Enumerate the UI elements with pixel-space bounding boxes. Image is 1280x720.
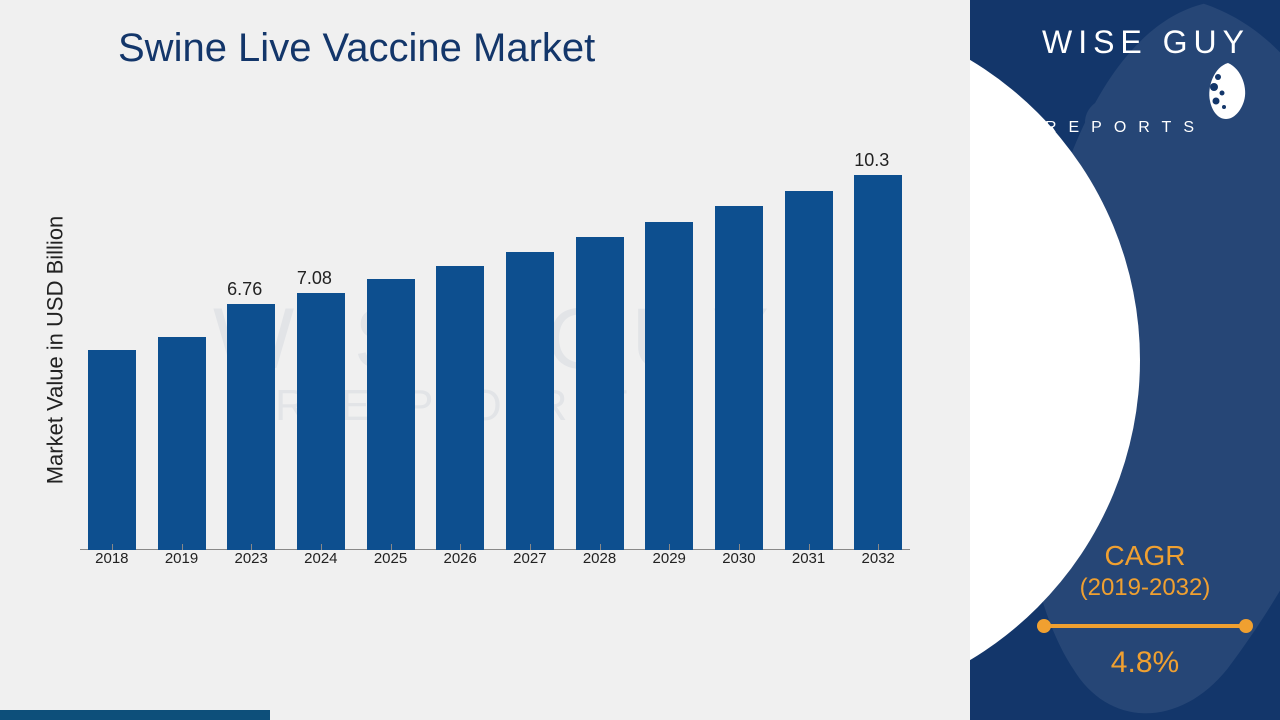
- infographic-canvas: WISE GUY REPORTS CAGR (2019-2032) 4.8% S…: [0, 0, 1280, 720]
- x-tick: 2024: [295, 550, 347, 580]
- bar: [785, 191, 833, 550]
- bar-wrap: 10.3: [852, 150, 904, 550]
- y-axis-label: Market Value in USD Billion: [40, 150, 70, 550]
- bar-wrap: [156, 150, 208, 550]
- x-tick: 2023: [225, 550, 277, 580]
- chart-title: Swine Live Vaccine Market: [118, 26, 595, 71]
- brand-name: WISE GUY: [1042, 24, 1250, 61]
- x-tick: 2030: [713, 550, 765, 580]
- bar-wrap: [574, 150, 626, 550]
- bar: 10.3: [854, 175, 902, 550]
- bar: [436, 266, 484, 550]
- x-tick: 2019: [156, 550, 208, 580]
- x-tick: 2018: [86, 550, 138, 580]
- bar: [158, 337, 206, 550]
- brand-block: WISE GUY REPORTS: [990, 24, 1250, 137]
- x-tick: 2031: [783, 550, 835, 580]
- bar: [576, 237, 624, 550]
- chart-area: Market Value in USD Billion 6.76 7.08 10.3…: [40, 150, 910, 580]
- bar-value-label: 10.3: [854, 150, 889, 175]
- bar-value-label: 7.08: [297, 268, 332, 293]
- cagr-title: CAGR: [1010, 540, 1280, 572]
- x-tick: 2032: [852, 550, 904, 580]
- bar: [645, 222, 693, 550]
- x-tick: 2029: [643, 550, 695, 580]
- plot-region: 6.76 7.08 10.3: [80, 150, 910, 550]
- x-tick: 2026: [434, 550, 486, 580]
- bar: [367, 279, 415, 550]
- x-tick: 2025: [365, 550, 417, 580]
- bar-wrap: 7.08: [295, 150, 347, 550]
- bar: 7.08: [297, 293, 345, 550]
- x-ticks-container: 2018 2019 2023 2024 2025 2026 2027 2028 2029 2030…: [80, 550, 910, 580]
- cagr-value: 4.8%: [1010, 646, 1280, 680]
- brand-face-icon: [1202, 61, 1250, 121]
- bar: [715, 206, 763, 550]
- bar-wrap: [86, 150, 138, 550]
- bar-value-label: 6.76: [227, 279, 262, 304]
- bar-wrap: [365, 150, 417, 550]
- x-tick: 2028: [574, 550, 626, 580]
- cagr-divider: [1044, 624, 1246, 628]
- bar-wrap: [504, 150, 556, 550]
- cagr-block: CAGR (2019-2032) 4.8%: [1010, 540, 1280, 680]
- bar-wrap: [783, 150, 835, 550]
- bar-wrap: [434, 150, 486, 550]
- bar: [506, 252, 554, 550]
- bars-container: 6.76 7.08 10.3: [80, 150, 910, 550]
- bar: 6.76: [227, 304, 275, 550]
- bar-wrap: 6.76: [225, 150, 277, 550]
- bar: [88, 350, 136, 550]
- bar-wrap: [643, 150, 695, 550]
- bar-wrap: [713, 150, 765, 550]
- cagr-range: (2019-2032): [1010, 574, 1280, 602]
- x-tick: 2027: [504, 550, 556, 580]
- accent-strip: [0, 710, 270, 720]
- side-panel: WISE GUY REPORTS CAGR (2019-2032) 4.8%: [970, 0, 1280, 720]
- brand-subtitle: REPORTS: [990, 119, 1206, 137]
